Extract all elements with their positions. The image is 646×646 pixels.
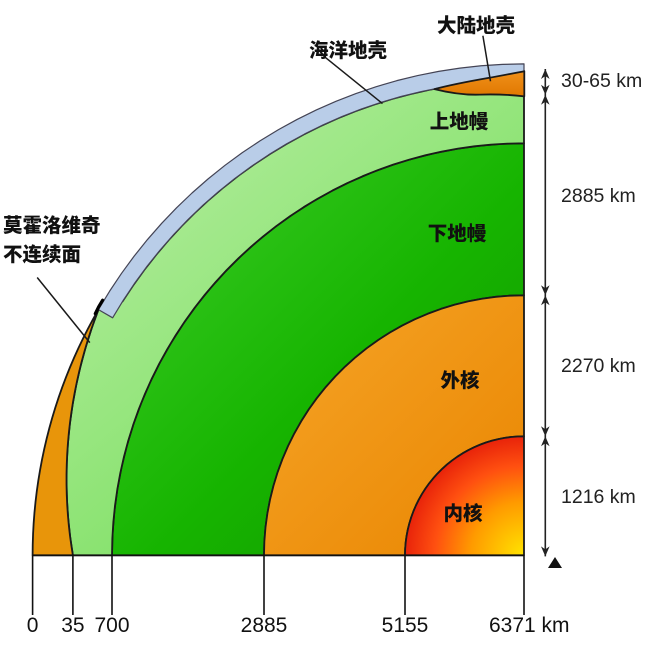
svg-text:1216 km: 1216 km — [561, 486, 636, 508]
svg-text:大陆地壳: 大陆地壳 — [437, 9, 516, 38]
svg-text:莫霍洛维奇: 莫霍洛维奇 — [3, 209, 101, 238]
svg-text:6371 km: 6371 km — [489, 614, 570, 637]
svg-text:不连续面: 不连续面 — [3, 238, 81, 267]
svg-text:30-65 km: 30-65 km — [561, 70, 642, 92]
svg-text:上地幔: 上地幔 — [430, 105, 489, 134]
svg-text:2885 km: 2885 km — [561, 185, 636, 207]
svg-text:海洋地壳: 海洋地壳 — [309, 34, 388, 63]
svg-text:2270 km: 2270 km — [561, 355, 636, 377]
svg-text:2885: 2885 — [241, 614, 288, 637]
svg-text:5155: 5155 — [382, 614, 429, 637]
svg-text:700: 700 — [94, 614, 129, 637]
svg-text:0: 0 — [27, 614, 39, 637]
svg-text:35: 35 — [61, 614, 84, 637]
svg-text:下地幔: 下地幔 — [428, 217, 487, 246]
svg-text:外核: 外核 — [440, 364, 480, 393]
svg-text:内核: 内核 — [443, 497, 483, 526]
